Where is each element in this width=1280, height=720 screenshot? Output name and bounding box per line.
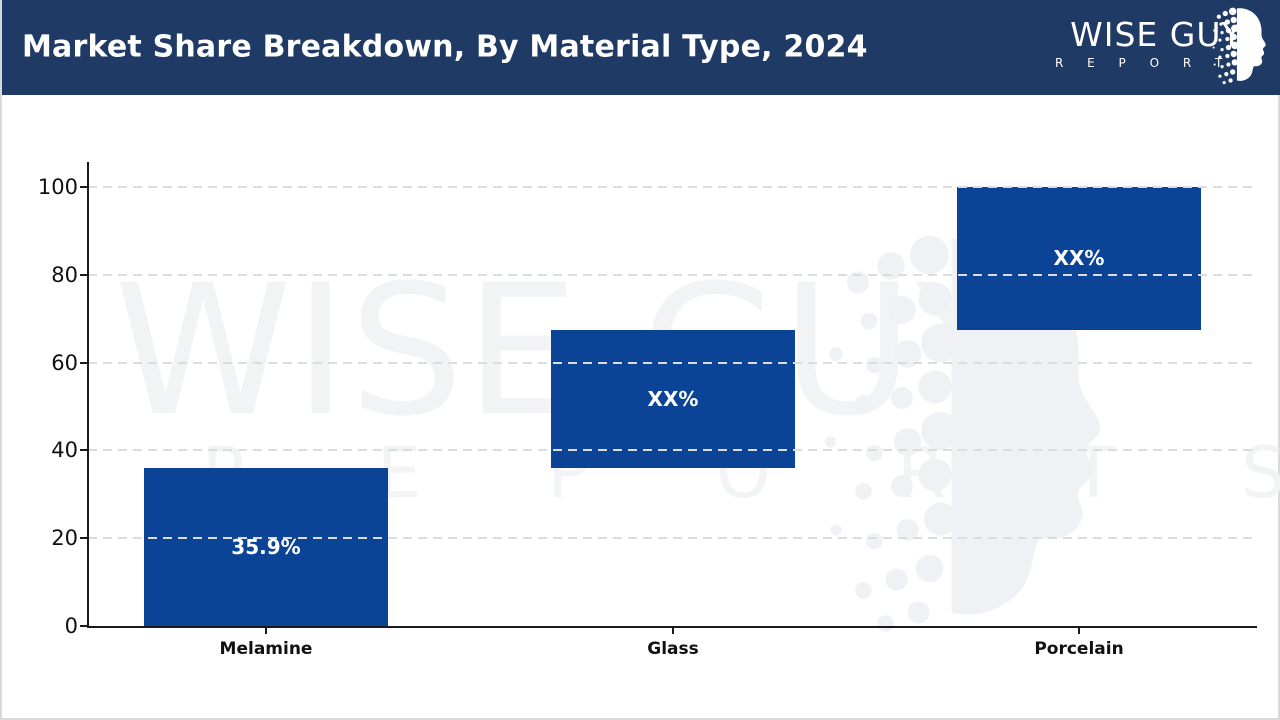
x-tick-mark	[265, 627, 267, 634]
bar-melamine	[144, 468, 388, 626]
header-banner: Market Share Breakdown, By Material Type…	[2, 0, 1280, 95]
y-tick-label: 0	[64, 614, 78, 638]
logo-text: WISE GUY R E P O R T S	[1049, 15, 1264, 70]
x-category-label: Porcelain	[1034, 639, 1124, 659]
gridline-y-100	[88, 186, 1255, 188]
y-tick-label: 20	[51, 526, 78, 551]
bar-value-label: XX%	[1053, 246, 1105, 271]
y-tick-mark	[80, 537, 88, 540]
x-category-label: Melamine	[219, 639, 313, 659]
bar-glass	[551, 329, 795, 469]
x-tick-mark	[672, 627, 674, 634]
y-tick-label: 100	[37, 175, 78, 199]
bar-porcelain	[957, 187, 1201, 330]
y-tick-mark	[80, 625, 88, 627]
y-tick-mark	[80, 186, 88, 188]
chart-title: Market Share Breakdown, By Material Type…	[22, 28, 868, 64]
logo-wordmark: WISE GUY	[1070, 15, 1243, 54]
bar-value-label: XX%	[647, 387, 699, 412]
gridline-y-40	[88, 449, 1255, 452]
watermark-face-dots-icon	[825, 235, 1101, 632]
logo-reports-text: R E P O R T S	[1055, 55, 1264, 70]
y-tick-mark	[80, 273, 88, 276]
y-tick-label: 80	[51, 262, 78, 287]
bar-value-label: 35.9%	[231, 535, 301, 560]
y-tick-mark	[80, 449, 88, 452]
y-tick-label: 60	[51, 350, 78, 375]
logo-face-dots-icon	[1212, 7, 1266, 85]
gridline-y-60	[88, 361, 1255, 364]
y-axis-spine	[87, 162, 89, 628]
gridline-y-20	[88, 537, 1255, 540]
y-tick-mark	[80, 361, 88, 364]
y-tick-label: 40	[51, 438, 78, 463]
wise-guy-logo: WISE GUY R E P O R T S	[1007, 3, 1272, 92]
gridline-y-80	[88, 273, 1255, 276]
x-tick-mark	[1078, 627, 1080, 634]
x-category-label: Glass	[647, 639, 699, 659]
